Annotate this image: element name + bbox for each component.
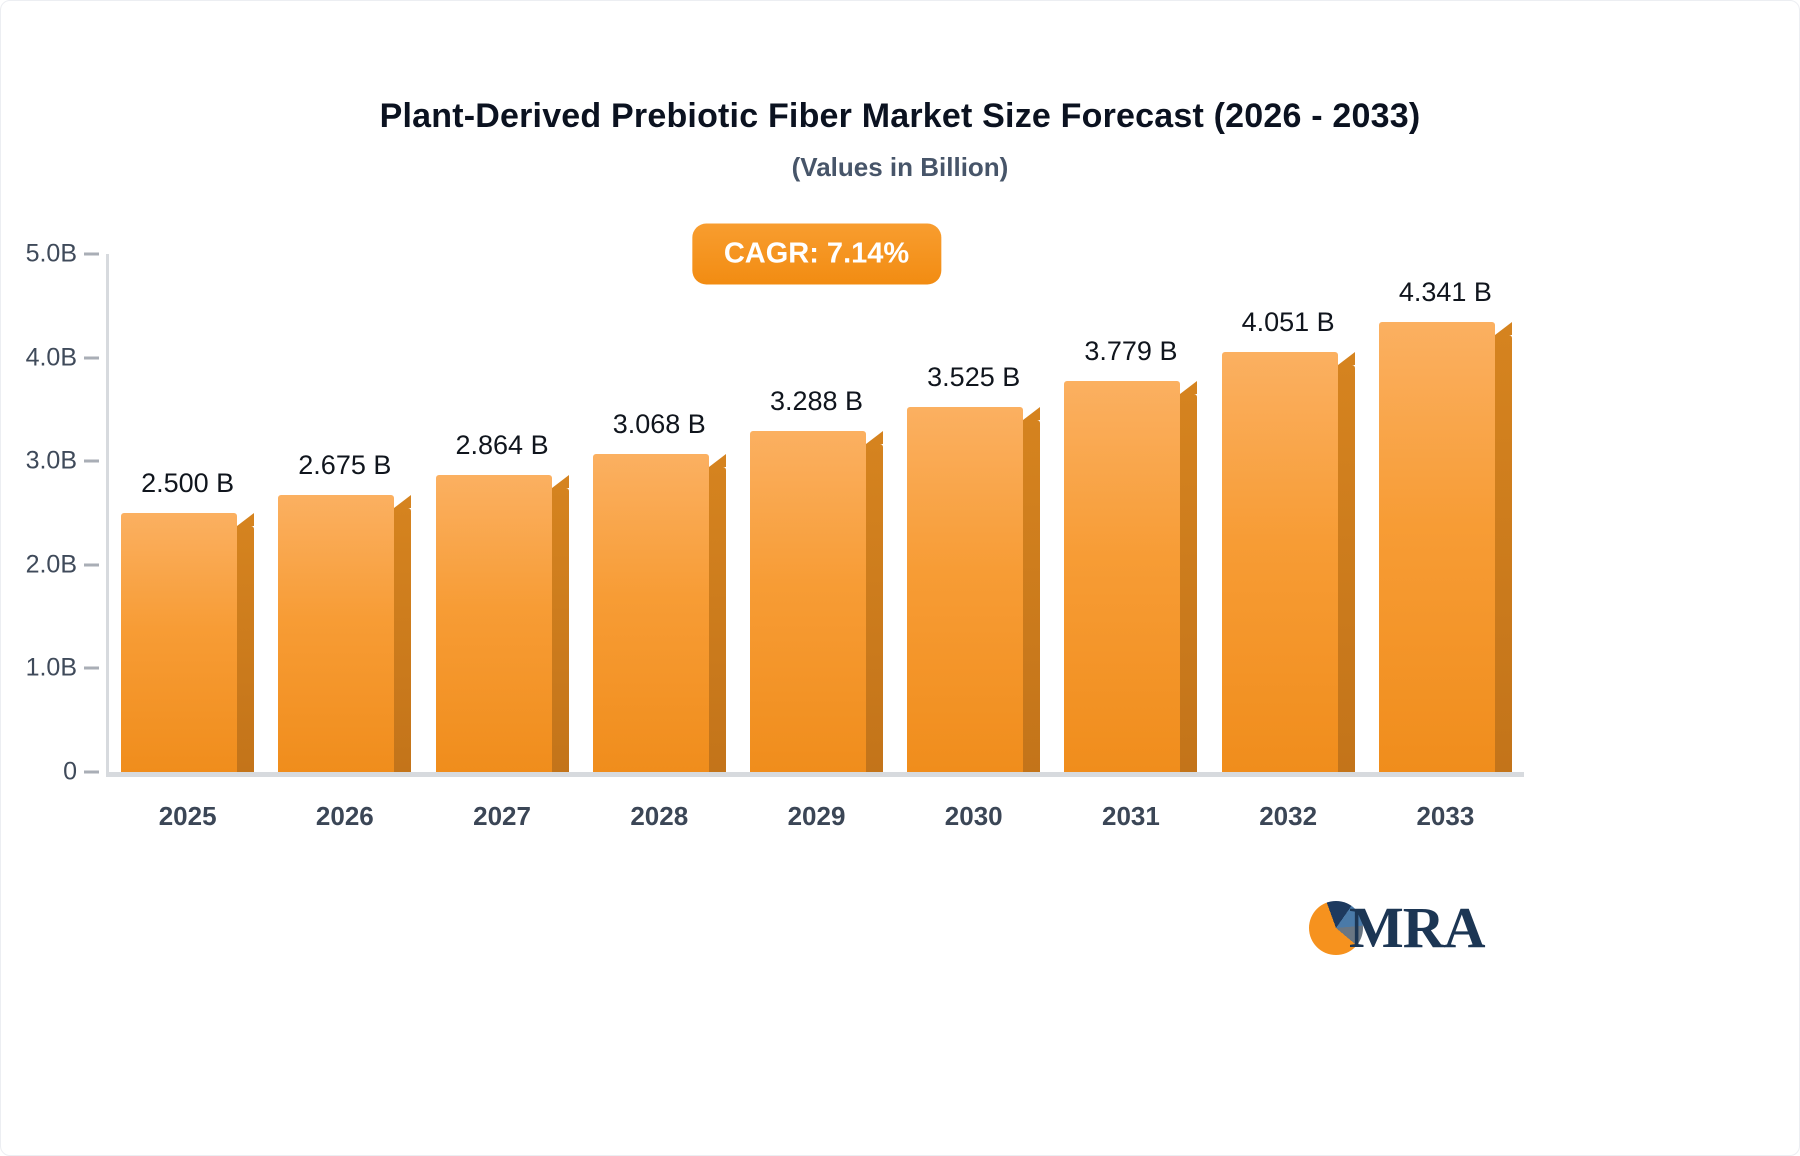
- bar-group-2031: 3.779 B 2031: [1061, 254, 1201, 831]
- x-axis-label: 2029: [787, 801, 846, 831]
- bar: [121, 513, 255, 772]
- bar-value-label: 3.068 B: [612, 409, 706, 440]
- y-axis-tick: [84, 563, 99, 567]
- bar-group-2033: 4.341 B 2033: [1375, 254, 1515, 831]
- brand-pie-icon: [1309, 901, 1363, 955]
- bar: [592, 454, 726, 772]
- bar-group-2028: 3.068 B 2028: [589, 254, 729, 831]
- bar: [749, 431, 883, 772]
- bar: [1064, 380, 1198, 772]
- bar-value-label: 2.500 B: [141, 468, 235, 498]
- bar-value-label: 2.864 B: [455, 430, 549, 461]
- y-axis-label: 4.0B: [25, 343, 77, 372]
- bar-group-2029: 3.288 B 2029: [746, 254, 886, 831]
- bar-value-label: 2.675 B: [298, 449, 392, 480]
- y-axis-tick: [84, 459, 99, 463]
- x-axis-label: 2026: [315, 801, 374, 831]
- plot-area: CAGR: 7.14% 2.500 B 2025 2.675 B 2026 2.864 …: [26, 223, 1524, 831]
- bar-value-label: 3.288 B: [769, 386, 864, 417]
- y-axis-tick: [84, 356, 99, 360]
- bar: [1378, 322, 1512, 772]
- bar-group-2026: 2.675 B 2026: [275, 254, 415, 831]
- bar-value-label: 3.525 B: [927, 361, 1021, 392]
- y-axis-tick: [84, 770, 99, 774]
- brand-logo-text: MRA: [1349, 895, 1486, 960]
- chart-subtitle: (Values in Billion): [791, 152, 1009, 182]
- cagr-badge: CAGR: 7.14%: [691, 223, 942, 285]
- bar: [278, 494, 412, 773]
- y-axis-label: 3.0B: [25, 446, 77, 475]
- bar-group-2027: 2.864 B 2027: [432, 254, 572, 831]
- x-axis-label: 2030: [944, 801, 1003, 831]
- bar-value-label: 4.341 B: [1398, 277, 1492, 308]
- x-axis-label: 2032: [1259, 801, 1318, 831]
- bar: [435, 475, 569, 772]
- x-axis-label: 2033: [1416, 801, 1475, 831]
- bar-value-label: 3.779 B: [1084, 335, 1178, 366]
- x-axis-label: 2031: [1102, 801, 1160, 831]
- y-axis-label: 2.0B: [25, 550, 77, 579]
- y-axis-tick: [84, 666, 99, 670]
- y-axis-label: 0: [63, 757, 77, 786]
- y-axis-label: 1.0B: [25, 653, 77, 682]
- brand-logo: MRA: [1309, 895, 1486, 960]
- x-axis-label: 2027: [473, 801, 531, 831]
- x-axis-label: 2028: [630, 801, 689, 831]
- x-axis-label: 2025: [158, 801, 217, 831]
- bar-group-2025: 2.500 B 2025: [118, 254, 258, 831]
- bar-value-label: 4.051 B: [1241, 307, 1335, 338]
- bar-group-2030: 3.525 B 2030: [904, 254, 1044, 831]
- chart-title: Plant-Derived Prebiotic Fiber Market Siz…: [379, 97, 1421, 135]
- y-axis-tick: [84, 252, 99, 256]
- y-axis-label: 5.0B: [25, 239, 77, 268]
- bar: [907, 406, 1041, 773]
- bar-group-2032: 4.051 B 2032: [1218, 254, 1358, 831]
- bars: 2.500 B 2025 2.675 B 2026 2.864 B 2027 3.068 B…: [109, 254, 1524, 831]
- bar: [1221, 352, 1355, 772]
